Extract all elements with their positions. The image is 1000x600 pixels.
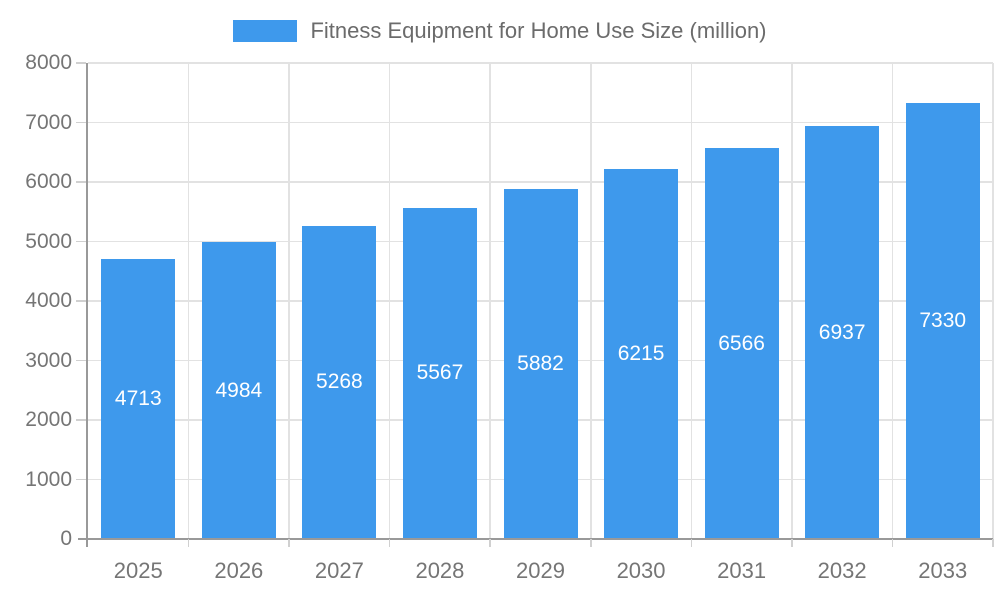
y-axis-line bbox=[86, 63, 88, 547]
y-axis-tick-label: 1000 bbox=[25, 467, 72, 491]
y-axis-tick bbox=[76, 121, 86, 124]
bar: 6937 bbox=[805, 126, 880, 539]
bar: 5268 bbox=[302, 225, 377, 539]
x-axis-tick bbox=[187, 539, 190, 547]
bar-value-label: 4713 bbox=[114, 386, 162, 410]
y-axis-tick-label: 8000 bbox=[25, 51, 72, 74]
bar-value-label: 5567 bbox=[416, 361, 464, 385]
gridline-vertical bbox=[388, 63, 391, 539]
bar: 5567 bbox=[402, 207, 477, 539]
legend-swatch-icon bbox=[233, 20, 298, 42]
x-axis-tick bbox=[891, 539, 894, 547]
bar: 4713 bbox=[101, 258, 176, 539]
x-axis-tick-label: 2025 bbox=[113, 558, 163, 583]
legend-item[interactable]: Fitness Equipment for Home Use Size (mil… bbox=[0, 17, 1000, 45]
bar-value-label: 6566 bbox=[718, 331, 765, 355]
y-axis-tick-label: 0 bbox=[60, 527, 72, 550]
bar-value-label: 5882 bbox=[517, 352, 564, 375]
x-axis-tick bbox=[992, 539, 994, 547]
gridline-vertical bbox=[690, 63, 693, 539]
gridline-vertical bbox=[489, 63, 491, 539]
bar-value-label: 6937 bbox=[818, 320, 866, 344]
gridline-vertical bbox=[891, 63, 894, 539]
gridline-vertical bbox=[187, 63, 190, 539]
x-axis-tick bbox=[388, 539, 391, 547]
gridline-vertical bbox=[590, 63, 592, 539]
x-axis-tick-label: 2030 bbox=[616, 558, 666, 583]
y-axis-tick-label: 6000 bbox=[25, 170, 72, 193]
x-axis-line bbox=[78, 538, 993, 540]
x-axis-tick-label: 2032 bbox=[817, 558, 867, 583]
y-axis-tick bbox=[76, 359, 86, 362]
gridline-vertical bbox=[992, 63, 994, 539]
x-axis-tick bbox=[791, 539, 793, 547]
x-axis-tick bbox=[489, 539, 491, 547]
bar-value-label: 7330 bbox=[919, 308, 967, 332]
x-axis-tick-label: 2033 bbox=[918, 558, 968, 583]
y-axis-tick-label: 3000 bbox=[25, 348, 72, 372]
y-axis-tick bbox=[76, 181, 86, 183]
x-axis-tick-label: 2028 bbox=[415, 558, 465, 583]
y-axis-tick bbox=[76, 62, 86, 64]
plot-area: 4713 4984 5268 5567 5882 6215 6566 6937 7330 bbox=[88, 62, 994, 539]
bar: 6566 bbox=[704, 148, 779, 539]
y-axis-tick-label: 5000 bbox=[25, 229, 72, 253]
bar-value-label: 4984 bbox=[215, 378, 263, 402]
bar: 6215 bbox=[604, 169, 679, 539]
bar: 5882 bbox=[503, 189, 578, 539]
x-axis-tick bbox=[288, 539, 290, 547]
y-axis-tick bbox=[76, 300, 86, 302]
bar-value-label: 5268 bbox=[316, 370, 363, 394]
y-axis-tick-label: 7000 bbox=[25, 110, 72, 134]
y-axis-tick bbox=[76, 478, 86, 481]
x-axis-tick bbox=[590, 539, 592, 547]
x-axis-tick-label: 2026 bbox=[214, 558, 264, 583]
x-axis-tick-label: 2027 bbox=[314, 558, 364, 583]
gridline-horizontal bbox=[88, 121, 993, 124]
bar: 4984 bbox=[201, 242, 276, 539]
gridline-vertical bbox=[288, 63, 290, 539]
x-axis-tick-label: 2031 bbox=[717, 558, 767, 583]
bar-value-label: 6215 bbox=[617, 342, 665, 366]
y-axis-tick-label: 2000 bbox=[25, 408, 72, 431]
y-axis-tick bbox=[76, 240, 86, 243]
x-axis-tick-label: 2029 bbox=[516, 558, 565, 583]
gridline-horizontal bbox=[88, 62, 993, 64]
y-axis-tick-label: 4000 bbox=[25, 289, 72, 312]
bar: 7330 bbox=[905, 102, 980, 539]
y-axis-tick bbox=[76, 419, 86, 421]
x-axis-tick bbox=[690, 539, 693, 547]
gridline-horizontal bbox=[88, 181, 993, 183]
chart-title: Fitness Equipment for Home Use Size (mil… bbox=[310, 18, 767, 43]
gridline-vertical bbox=[791, 63, 793, 539]
